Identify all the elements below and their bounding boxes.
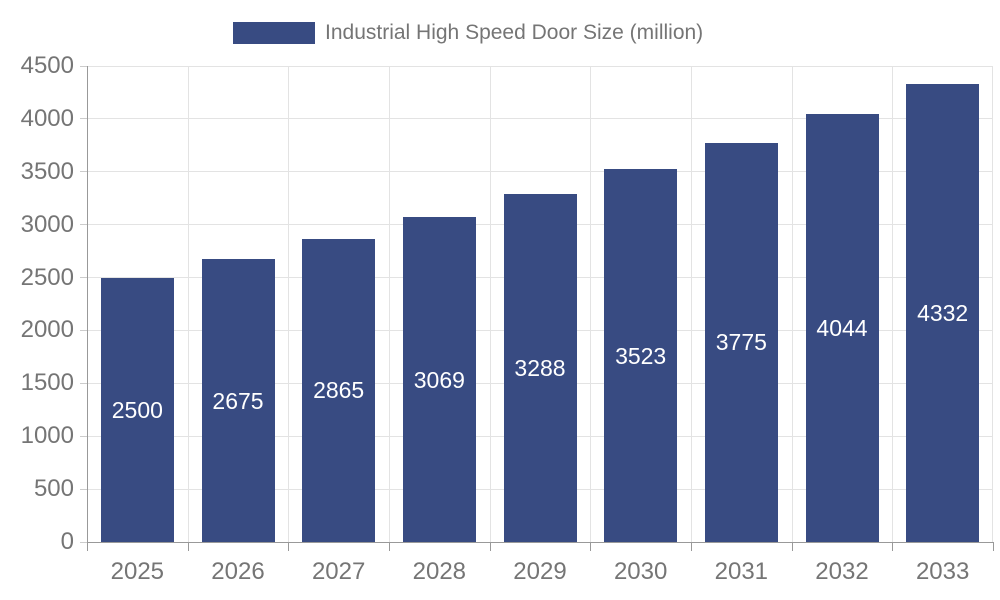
y-axis-tick <box>80 435 87 437</box>
plot-area: 2500 2675 2865 3069 3288 3523 3775 4044 4332 <box>87 65 993 542</box>
x-axis-line <box>87 542 994 543</box>
gridline-vertical <box>490 66 491 542</box>
y-axis-line <box>87 66 88 543</box>
gridline-horizontal <box>87 118 993 120</box>
y-axis-label: 500 <box>33 475 74 503</box>
y-axis-label: 4500 <box>20 52 74 79</box>
bar[interactable]: 2865 <box>302 238 376 542</box>
gridline-vertical <box>188 66 189 542</box>
x-axis-label: 2032 <box>815 558 869 585</box>
y-axis-label: 3000 <box>20 210 74 238</box>
x-axis-tick <box>288 543 289 551</box>
gridline-vertical <box>892 66 893 542</box>
y-axis-tick <box>80 277 87 279</box>
y-axis-tick <box>80 488 87 490</box>
gridline-vertical <box>691 66 692 542</box>
bar[interactable]: 4332 <box>906 83 980 542</box>
y-axis-label: 4000 <box>20 104 74 132</box>
y-axis-label: 2000 <box>20 316 74 344</box>
x-axis-label: 2027 <box>311 558 366 585</box>
x-axis-label: 2025 <box>110 558 165 585</box>
bar-value-label: 3775 <box>715 329 767 356</box>
y-axis-tick <box>80 118 87 120</box>
bar-value-label: 3069 <box>413 366 465 393</box>
y-axis-label: 2500 <box>20 263 74 291</box>
bar-value-label: 2500 <box>111 396 163 423</box>
x-axis-tick <box>590 543 591 551</box>
bar[interactable]: 2500 <box>100 277 174 542</box>
bar-value-label: 2865 <box>313 377 365 404</box>
gridline-horizontal <box>87 171 993 173</box>
x-axis-tick <box>188 543 189 551</box>
x-axis-tick <box>87 543 88 551</box>
x-axis-label: 2028 <box>412 558 467 585</box>
gridline-horizontal <box>87 65 993 67</box>
bar[interactable]: 3288 <box>503 194 577 542</box>
legend-label: Industrial High Speed Door Size (million… <box>325 21 704 44</box>
y-axis-tick <box>80 224 87 226</box>
x-axis-tick <box>490 543 491 551</box>
x-axis-tick <box>691 543 692 551</box>
x-axis-label: 2030 <box>613 558 668 585</box>
gridline-vertical <box>992 66 993 542</box>
y-axis-label: 0 <box>60 528 74 555</box>
x-axis-tick <box>993 543 994 551</box>
y-axis-tick <box>80 171 87 173</box>
gridline-vertical <box>792 66 793 542</box>
gridline-vertical <box>590 66 591 542</box>
bar-value-label: 2675 <box>212 387 264 414</box>
bar-value-label: 3523 <box>615 342 667 369</box>
x-axis-label: 2031 <box>714 558 769 585</box>
bar[interactable]: 3775 <box>704 142 778 542</box>
bar-value-label: 4044 <box>816 315 868 342</box>
bar[interactable]: 2675 <box>201 259 275 542</box>
bar[interactable]: 4044 <box>805 114 879 542</box>
y-axis-tick <box>80 65 87 67</box>
x-axis-tick <box>389 543 390 551</box>
x-axis-tick <box>792 543 793 551</box>
legend-swatch <box>233 22 315 44</box>
x-axis-label: 2026 <box>211 558 265 585</box>
y-axis-label: 1000 <box>20 422 74 450</box>
bar-value-label: 4332 <box>917 299 969 326</box>
x-axis-label: 2033 <box>915 558 970 585</box>
gridline-vertical <box>288 66 289 542</box>
y-axis-tick <box>80 382 87 384</box>
y-axis-tick <box>80 329 87 331</box>
x-axis-label: 2029 <box>513 558 567 585</box>
y-axis-tick <box>80 541 87 543</box>
gridline-vertical <box>389 66 390 542</box>
legend-item[interactable]: Industrial High Speed Door Size (million… <box>233 22 703 44</box>
x-axis-tick <box>892 543 893 551</box>
bar[interactable]: 3523 <box>604 169 678 542</box>
y-axis-label: 1500 <box>20 369 74 397</box>
y-axis-label: 3500 <box>20 157 74 185</box>
bar-value-label: 3288 <box>514 355 566 382</box>
bar[interactable]: 3069 <box>402 217 476 542</box>
